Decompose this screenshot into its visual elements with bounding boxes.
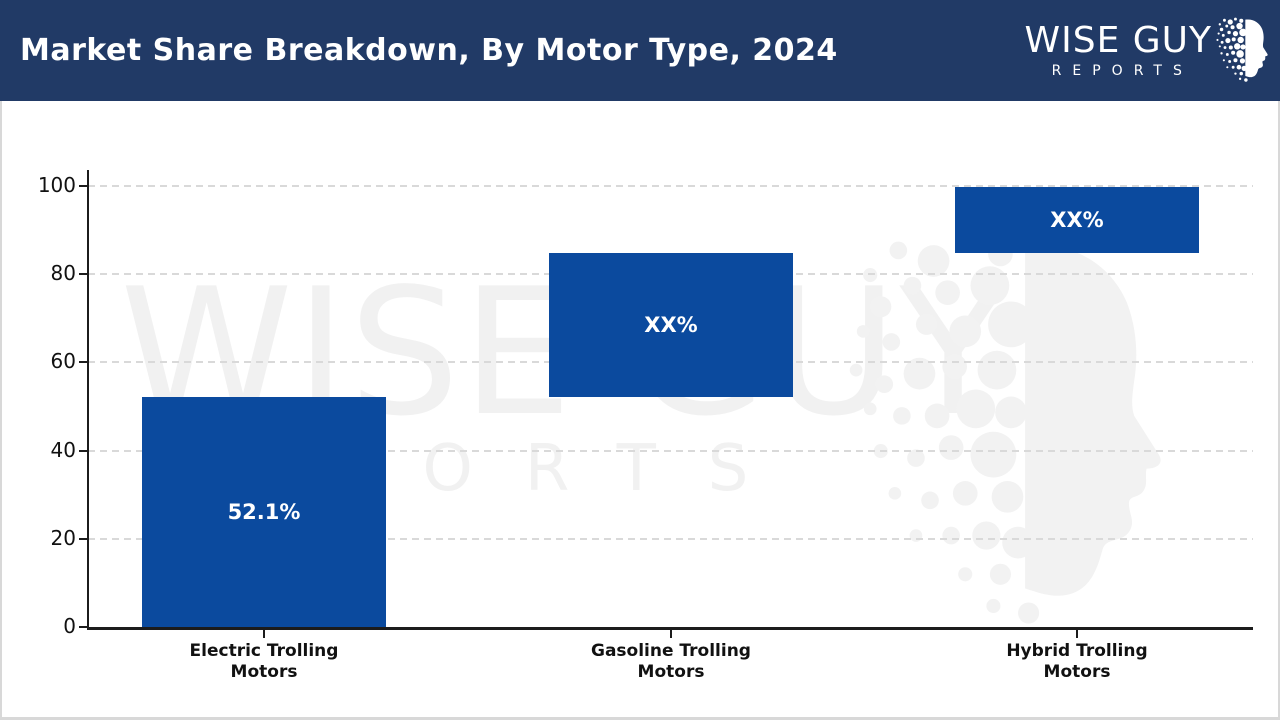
- page-title: Market Share Breakdown, By Motor Type, 2…: [20, 33, 838, 68]
- x-axis-category-label-line: Motors: [230, 662, 298, 682]
- gridline: [88, 449, 1253, 452]
- x-tick-mark: [263, 630, 265, 638]
- y-tick-mark: [79, 537, 87, 540]
- gridline: [88, 185, 1253, 187]
- x-tick-mark: [1076, 630, 1078, 638]
- y-tick-label: 100: [37, 173, 76, 197]
- y-axis-line: [87, 170, 89, 630]
- logo-subtext: REPORTS: [1051, 62, 1193, 79]
- bar-value-label: XX%: [644, 312, 698, 337]
- y-tick-label: 60: [50, 349, 76, 374]
- x-tick-mark: [670, 630, 672, 638]
- x-axis-category-label-line: Motors: [1043, 662, 1111, 682]
- page-border-bottom: [0, 717, 1280, 720]
- y-tick-label: 40: [50, 437, 76, 462]
- x-axis-category-label: Electric Trolling Motors: [134, 641, 394, 683]
- bar-segment: 52.1%: [142, 397, 386, 627]
- logo-text: WISE GUY REPORTS: [1024, 19, 1213, 79]
- gridline: [88, 537, 1253, 540]
- x-axis-category-label-line: Gasoline Trolling: [591, 641, 751, 661]
- x-axis-category-label-line: Electric Trolling: [189, 641, 339, 661]
- x-axis-category-label: Hybrid Trolling Motors: [947, 641, 1207, 683]
- bar-segment: XX%: [955, 187, 1199, 253]
- y-tick-label: 80: [50, 261, 76, 286]
- y-tick-mark: [79, 273, 87, 276]
- x-axis-category-label: Gasoline Trolling Motors: [541, 641, 801, 683]
- y-tick-mark: [79, 449, 87, 452]
- y-tick-label: 0: [63, 614, 76, 638]
- y-tick-mark: [79, 626, 87, 628]
- bar-value-label: XX%: [1050, 207, 1104, 232]
- page-border-left: [0, 101, 2, 720]
- bar-value-label: 52.1%: [227, 500, 301, 525]
- watermark-head-icon: [835, 222, 1187, 652]
- logo-wordmark: WISE GUY: [1024, 19, 1212, 61]
- y-tick-mark: [79, 185, 87, 187]
- page-border-right: [1278, 101, 1280, 720]
- y-tick-mark: [79, 361, 87, 364]
- x-axis-category-label-line: Hybrid Trolling: [1006, 641, 1148, 661]
- y-tick-label: 20: [50, 525, 76, 550]
- wise-guy-logo: WISE GUY REPORTS: [1025, 0, 1273, 101]
- bar-segment: XX%: [549, 252, 793, 398]
- x-axis-line: [87, 627, 1253, 630]
- x-axis-category-label-line: Motors: [637, 662, 705, 682]
- header: Market Share Breakdown, By Motor Type, 2…: [0, 0, 1280, 101]
